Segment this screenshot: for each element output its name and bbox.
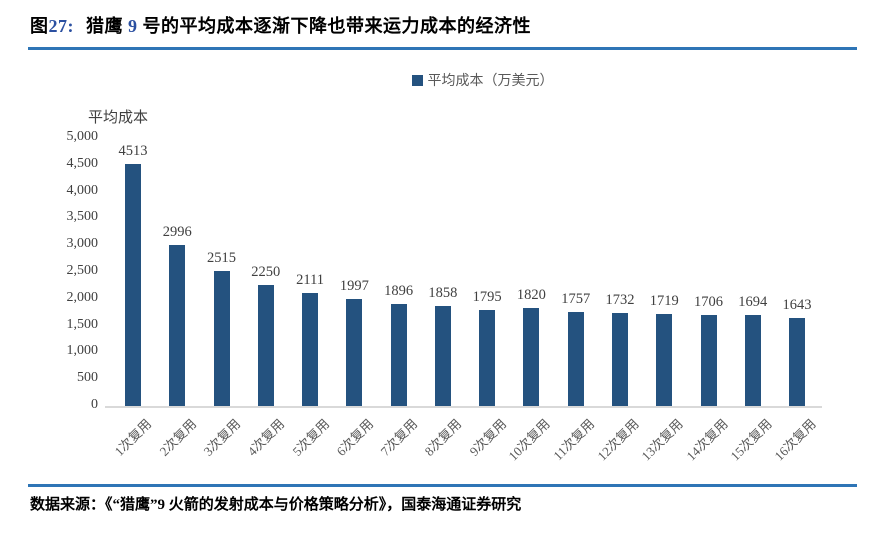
bar bbox=[523, 308, 540, 406]
legend-swatch-icon bbox=[411, 75, 423, 86]
y-tick-label: 2,500 bbox=[66, 263, 99, 278]
source-divider-rule bbox=[28, 484, 857, 487]
bar-value-label: 4513 bbox=[118, 143, 148, 160]
bar-value-label: 1997 bbox=[339, 277, 369, 294]
y-tick-label: 0 bbox=[91, 397, 98, 412]
y-tick-label: 1,500 bbox=[66, 316, 99, 332]
bar-value-label: 2250 bbox=[251, 264, 281, 281]
bar-value-label: 1820 bbox=[516, 287, 546, 304]
bar bbox=[302, 292, 319, 406]
x-tick-label: 16次复用 bbox=[771, 416, 819, 464]
figure-label: 图 bbox=[30, 16, 49, 36]
bar-value-label: 1896 bbox=[384, 283, 414, 300]
bar-value-label: 1732 bbox=[605, 292, 635, 309]
title-text-a: 猎鹰 bbox=[86, 16, 128, 36]
x-tick-label: 3次复用 bbox=[200, 416, 244, 459]
y-tick-label: 3,000 bbox=[66, 236, 99, 252]
x-tick-label: 13次复用 bbox=[638, 416, 686, 464]
x-axis-line bbox=[105, 406, 822, 408]
bar-value-label: 1858 bbox=[428, 285, 458, 302]
bar bbox=[567, 311, 584, 406]
x-tick-label: 6次复用 bbox=[333, 416, 377, 459]
bar bbox=[656, 313, 673, 406]
bar bbox=[257, 285, 274, 406]
x-tick-label: 5次复用 bbox=[289, 416, 332, 459]
y-tick-label: 500 bbox=[77, 370, 98, 386]
y-axis-title: 平均成本 bbox=[87, 110, 148, 126]
bar-value-label: 1643 bbox=[782, 296, 812, 313]
y-tick-label: 3,500 bbox=[66, 209, 99, 225]
x-tick-label: 7次复用 bbox=[377, 416, 421, 459]
title-text-9: 9 bbox=[128, 16, 138, 36]
bar bbox=[213, 271, 230, 406]
x-tick-label: 11次复用 bbox=[550, 416, 598, 464]
bar bbox=[125, 164, 141, 406]
figure-number: 27: bbox=[48, 16, 74, 36]
bar bbox=[434, 306, 451, 406]
bar bbox=[169, 245, 186, 406]
bar bbox=[611, 313, 628, 406]
x-tick-label: 2次复用 bbox=[156, 416, 200, 459]
data-source-note: 数据来源：《“猎鹰”9 火箭的发射成本与价格策略分析》，国泰海通证券研究 bbox=[30, 497, 522, 513]
bar-value-label: 2996 bbox=[162, 224, 192, 241]
bar-value-label: 2515 bbox=[207, 250, 237, 267]
bar-value-label: 1795 bbox=[472, 288, 502, 305]
bar-value-label: 1706 bbox=[694, 293, 723, 310]
bar-value-label: 2111 bbox=[296, 271, 325, 288]
title-underline-rule bbox=[28, 47, 857, 50]
bar bbox=[744, 315, 761, 406]
x-tick-label: 1次复用 bbox=[111, 416, 155, 459]
y-tick-label: 5,000 bbox=[66, 129, 99, 144]
bar bbox=[346, 298, 363, 406]
y-tick-label: 2,000 bbox=[66, 289, 99, 305]
chart-legend: 平均成本（万美元） bbox=[105, 70, 860, 90]
y-tick-label: 1,000 bbox=[66, 343, 99, 359]
bar bbox=[390, 304, 407, 406]
x-tick-label: 10次复用 bbox=[505, 416, 554, 464]
x-tick-label: 9次复用 bbox=[466, 416, 509, 459]
figure-title: 图27: 猎鹰 9 号的平均成本逐渐下降也带来运力成本的经济性 bbox=[30, 12, 531, 38]
legend-label: 平均成本（万美元） bbox=[427, 74, 554, 89]
title-text-b: 号的平均成本逐渐下降也带来运力成本的经济性 bbox=[137, 16, 531, 36]
x-tick-label: 8次复用 bbox=[421, 416, 465, 459]
bar-value-label: 1694 bbox=[738, 294, 768, 311]
x-tick-label: 15次复用 bbox=[727, 416, 775, 464]
bar bbox=[789, 317, 806, 406]
bar bbox=[700, 314, 717, 406]
bar bbox=[479, 309, 496, 406]
bar-value-label: 1757 bbox=[561, 290, 591, 307]
y-tick-label: 4,500 bbox=[66, 155, 99, 171]
x-tick-label: 12次复用 bbox=[594, 416, 642, 464]
x-tick-label: 14次复用 bbox=[682, 416, 731, 464]
y-tick-label: 4,000 bbox=[66, 182, 99, 198]
bar-value-label: 1719 bbox=[649, 292, 679, 309]
x-tick-label: 4次复用 bbox=[244, 416, 288, 459]
